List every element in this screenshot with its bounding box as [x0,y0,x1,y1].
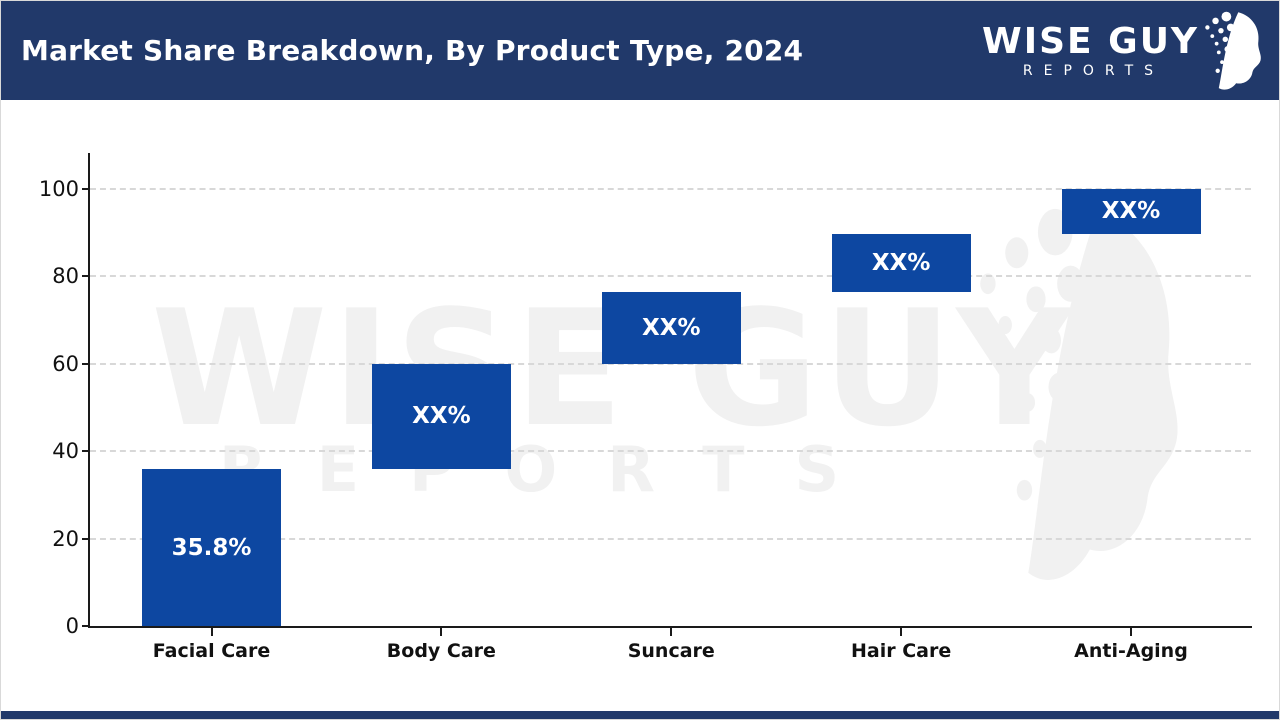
wiseguy-logo: WISE GUY REPORTS [982,7,1265,95]
y-axis-tick [82,537,90,540]
footer-bar [1,711,1279,719]
bar-facial-care: 35.8% [142,469,281,626]
logo-sub-text: REPORTS [1022,62,1165,79]
bar-hair-care: XX% [831,233,971,293]
gridline [90,362,1251,365]
y-axis-tick [82,625,90,627]
x-tick-label: Suncare [627,640,715,662]
watermark-face-icon [980,208,1178,580]
y-tick-label: 100 [38,176,79,201]
x-tick-label: Facial Care [152,640,271,662]
bar-body-care: XX% [371,363,511,470]
gridline [90,187,1251,190]
x-axis-line [88,626,1252,628]
y-tick-label: 0 [65,614,79,638]
x-axis-tick [900,628,903,636]
header-bar: Market Share Breakdown, By Product Type,… [1,1,1279,100]
x-axis-tick [210,628,213,636]
bar-value-label: XX% [412,403,471,430]
y-axis-tick [82,187,90,190]
bar-anti-aging: XX% [1061,188,1201,234]
y-axis-tick [82,450,90,452]
logo-face-icon [1205,11,1261,90]
gridline [90,450,1251,452]
y-tick-label: 60 [52,351,79,376]
y-tick-label: 40 [52,439,79,463]
chart-title: Market Share Breakdown, By Product Type,… [21,34,804,67]
bar-value-label: 35.8% [171,534,252,561]
x-axis-tick [670,628,673,636]
bar-value-label: XX% [641,314,701,341]
gridline [90,537,1251,540]
x-tick-label: Anti-Aging [1074,640,1188,662]
y-axis-tick [82,275,90,277]
x-tick-label: Body Care [386,640,496,662]
y-tick-label: 80 [52,264,79,288]
gridline [90,275,1251,277]
x-axis-tick [440,628,443,636]
y-axis-tick [82,362,90,365]
x-tick-label: Hair Care [851,640,952,662]
bar-suncare: XX% [601,292,741,364]
bar-value-label: XX% [1101,198,1161,225]
y-axis-line [88,153,90,628]
logo-brand-text: WISE GUY [981,21,1199,63]
x-axis-tick [1130,628,1132,636]
y-tick-label: 20 [52,526,79,551]
bar-value-label: XX% [871,249,931,276]
watermark-sub-text: REPORTS [219,433,890,506]
